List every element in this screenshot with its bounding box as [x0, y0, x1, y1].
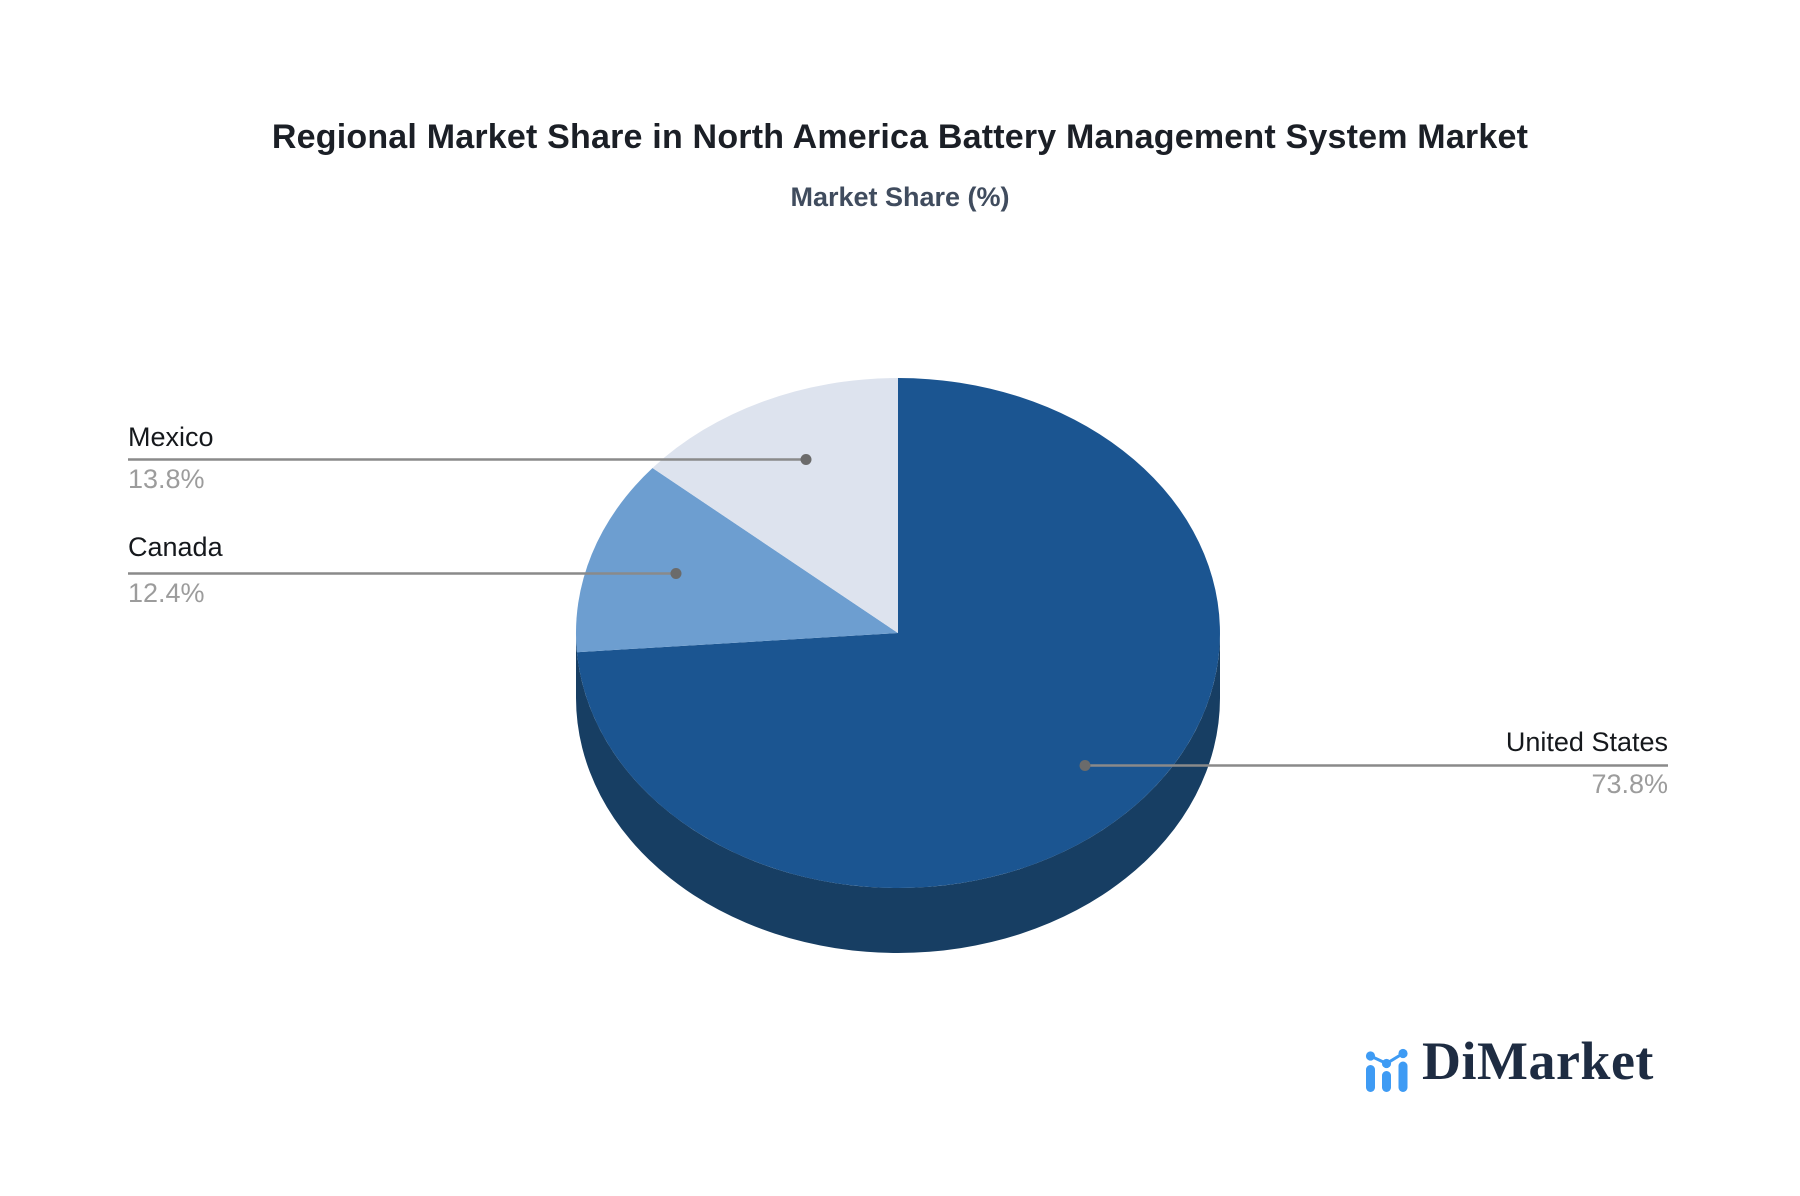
label-united-states: United States	[1505, 727, 1668, 757]
chart-subtitle: Market Share (%)	[790, 182, 1010, 212]
label-canada: Canada	[128, 532, 223, 562]
bar-line-chart-icon	[1365, 1048, 1408, 1092]
leader-dot-united-states	[1079, 760, 1091, 771]
brand-name: DiMarket	[1422, 1031, 1654, 1091]
label-mexico: Mexico	[128, 422, 214, 452]
value-mexico: 13.8%	[128, 464, 205, 494]
pie-slice-canada[interactable]	[575, 468, 898, 653]
pie-slice-united-states[interactable]	[576, 378, 1220, 888]
value-canada: 12.4%	[128, 578, 205, 608]
pie-3d-side	[576, 633, 1220, 953]
brand-logo: DiMarket	[1365, 1034, 1695, 1104]
leader-dot-mexico	[800, 454, 812, 465]
pie-slice-mexico[interactable]	[652, 378, 899, 633]
leader-dot-canada	[670, 568, 682, 579]
pie-slices	[575, 378, 1220, 953]
value-united-states: 73.8%	[1591, 769, 1668, 799]
chart-title: Regional Market Share in North America B…	[271, 118, 1529, 156]
leader-lines	[128, 454, 1668, 771]
